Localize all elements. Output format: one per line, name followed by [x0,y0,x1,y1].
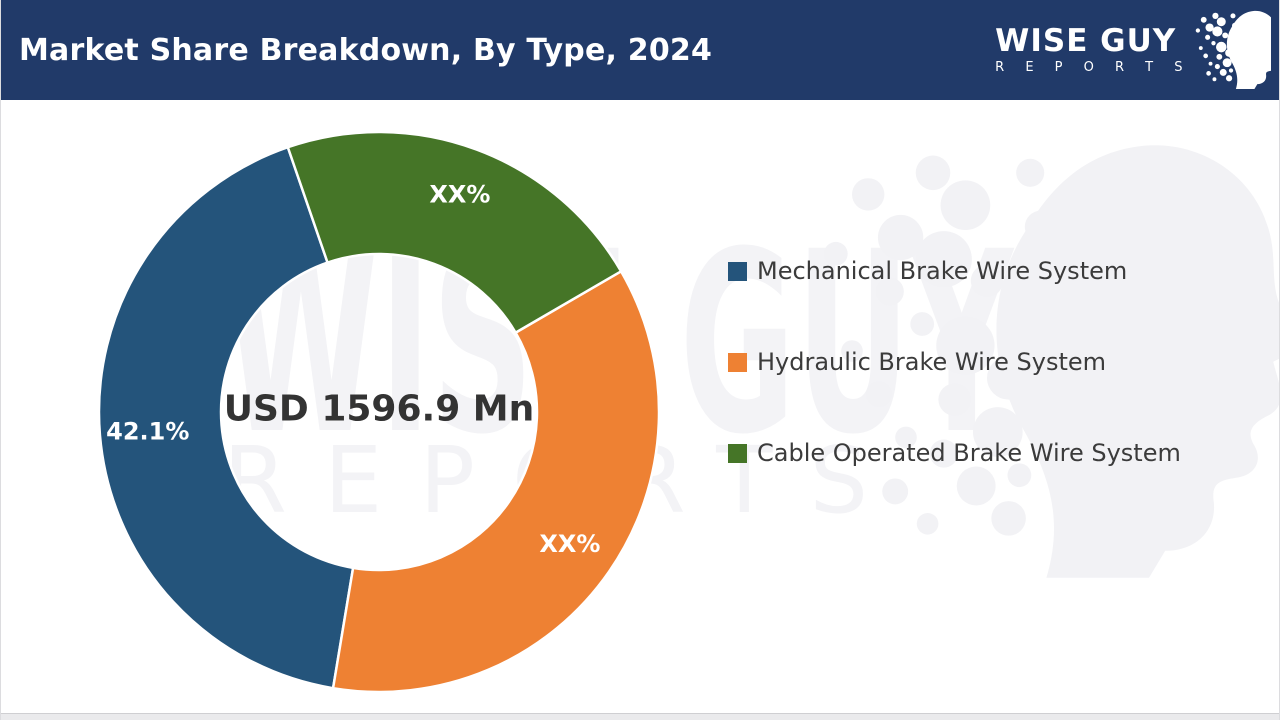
legend-label: Cable Operated Brake Wire System [757,439,1181,467]
pie-slice-0 [97,146,355,690]
footer-strip [1,713,1279,720]
legend-label: Mechanical Brake Wire System [757,257,1128,285]
legend-swatch-orange [728,352,747,372]
wiseguy-logo: WISE GUY R E P O R T S [995,7,1271,93]
page-title: Market Share Breakdown, By Type, 2024 [19,32,713,68]
legend-item-cable: Cable Operated Brake Wire System [728,438,1181,468]
pie-slice-label-0: 42.1% [106,417,189,445]
pie-slice-2 [286,130,623,334]
legend-swatch-green [728,443,747,463]
logo-subtitle: R E P O R T S [995,59,1191,75]
legend-item-mechanical: Mechanical Brake Wire System [728,256,1181,286]
legend-swatch-blue [728,261,747,281]
logo-wordmark: WISE GUY [995,23,1177,60]
legend-label: Hydraulic Brake Wire System [757,348,1107,376]
pie-slice-label-2: XX% [429,181,490,209]
chart-center-total: USD 1596.9 Mn [223,388,535,430]
header-bar: Market Share Breakdown, By Type, 2024 WI… [1,0,1279,100]
logo-face-icon [1195,10,1271,89]
legend-item-hydraulic: Hydraulic Brake Wire System [728,347,1181,377]
chart-legend: Mechanical Brake Wire System Hydraulic B… [728,256,1181,529]
pie-slice-1 [331,270,661,694]
pie-slice-label-1: XX% [539,530,600,558]
